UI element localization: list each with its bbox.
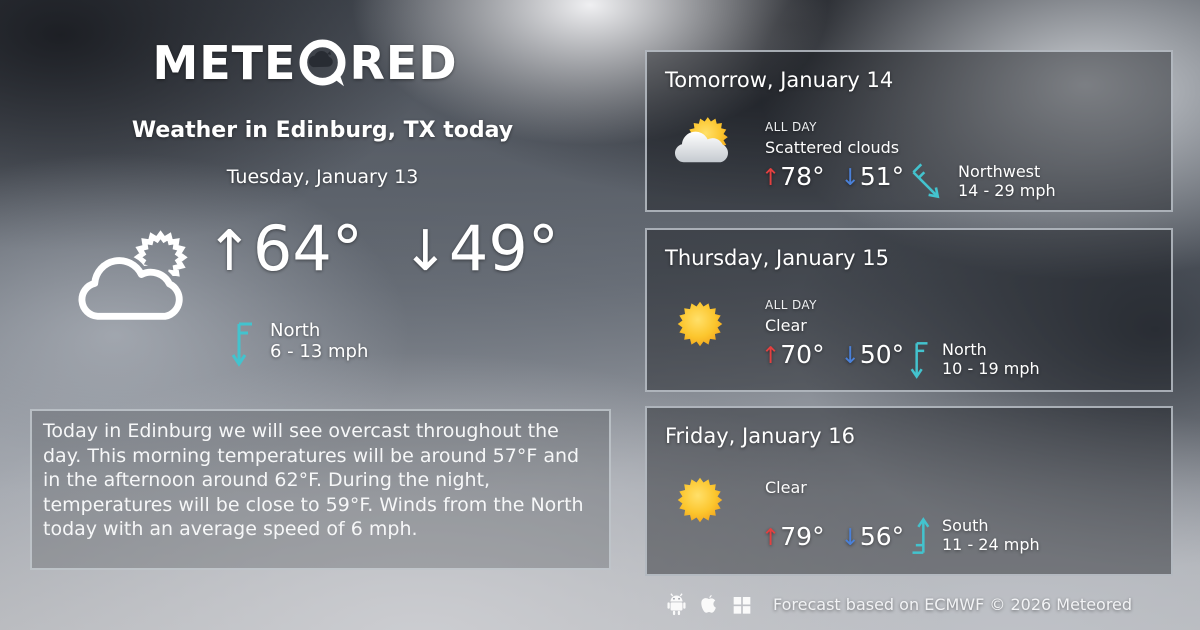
high-arrow-icon: ↑ xyxy=(761,343,781,369)
today-high-temp: ↑64° xyxy=(206,212,363,285)
wind-from-north-icon xyxy=(230,320,256,372)
forecast-card-title: Friday, January 16 xyxy=(665,424,856,448)
forecast-card-friday[interactable]: Friday, January 16 Clear ↑79° ↓56° South … xyxy=(645,406,1173,576)
low-arrow-icon: ↓ xyxy=(840,343,860,369)
forecast-card-tomorrow[interactable]: Tomorrow, January 14 ALL DAY Scattered c… xyxy=(645,50,1173,212)
condition-label: Clear xyxy=(765,478,807,497)
windows-icon[interactable] xyxy=(732,593,753,616)
logo-text-prefix: METE xyxy=(152,35,297,90)
period-label: ALL DAY xyxy=(765,298,817,312)
wind-info: North 10 - 19 mph xyxy=(909,340,1040,384)
page-title: Weather in Edinburg, TX today xyxy=(131,118,514,143)
low-temp: 56° xyxy=(859,522,905,551)
wind-info: Northwest 14 - 29 mph xyxy=(908,162,1056,206)
wind-info: South 11 - 24 mph xyxy=(909,516,1040,560)
low-arrow-icon: ↓ xyxy=(402,219,449,284)
logo-text-suffix: RED xyxy=(349,35,458,90)
low-temp: 51° xyxy=(859,162,905,191)
forecast-card-thursday[interactable]: Thursday, January 15 ALL DAY Clear ↑70° ↓… xyxy=(645,228,1173,392)
wind-speed: 6 - 13 mph xyxy=(270,341,369,362)
weather-summary: Today in Edinburg we will see overcast t… xyxy=(30,409,611,570)
high-arrow-icon: ↑ xyxy=(761,165,781,191)
low-arrow-icon: ↓ xyxy=(840,165,860,191)
condition-label: Scattered clouds xyxy=(765,138,900,157)
android-icon[interactable] xyxy=(666,593,687,616)
wind-direction: North xyxy=(270,320,321,341)
low-temp: 50° xyxy=(859,340,905,369)
forecast-attribution: Forecast based on ECMWF © 2026 Meteored xyxy=(773,595,1133,614)
forecast-card-title: Tomorrow, January 14 xyxy=(665,68,894,92)
temperature-range: ↑70° ↓50° xyxy=(761,340,920,369)
high-temp: 78° xyxy=(780,162,825,191)
wind-speed: 10 - 19 mph xyxy=(942,359,1040,378)
high-arrow-icon: ↑ xyxy=(206,219,253,284)
sun-with-cloud-icon xyxy=(671,114,733,174)
temperature-range: ↑79° ↓56° xyxy=(761,522,920,551)
wind-direction: Northwest xyxy=(958,162,1041,181)
today-low-temp: ↓49° xyxy=(402,212,559,285)
apple-icon[interactable] xyxy=(699,593,720,616)
current-date: Tuesday, January 13 xyxy=(226,166,419,188)
high-arrow-icon: ↑ xyxy=(761,525,781,551)
meteored-bubble-icon xyxy=(298,38,347,87)
period-label: ALL DAY xyxy=(765,120,817,134)
forecast-card-title: Thursday, January 15 xyxy=(665,246,890,270)
condition-label: Clear xyxy=(765,316,807,335)
wind-from-north-icon xyxy=(909,340,931,384)
wind-speed: 11 - 24 mph xyxy=(942,535,1040,554)
sun-behind-cloud-outline-icon xyxy=(70,222,200,332)
wind-from-south-icon xyxy=(909,516,931,560)
sun-icon xyxy=(676,300,724,352)
high-temp: 79° xyxy=(780,522,825,551)
meteored-logo[interactable]: METE RED xyxy=(30,38,580,87)
current-wind: North 6 - 13 mph xyxy=(230,320,368,372)
wind-from-northwest-icon xyxy=(908,162,948,206)
low-arrow-icon: ↓ xyxy=(840,525,860,551)
wind-direction: South xyxy=(942,516,989,535)
temperature-range: ↑78° ↓51° xyxy=(761,162,920,191)
sun-icon xyxy=(676,476,724,528)
wind-speed: 14 - 29 mph xyxy=(958,181,1056,200)
footer: Forecast based on ECMWF © 2026 Meteored xyxy=(666,593,1132,616)
wind-direction: North xyxy=(942,340,987,359)
high-temp: 70° xyxy=(780,340,825,369)
